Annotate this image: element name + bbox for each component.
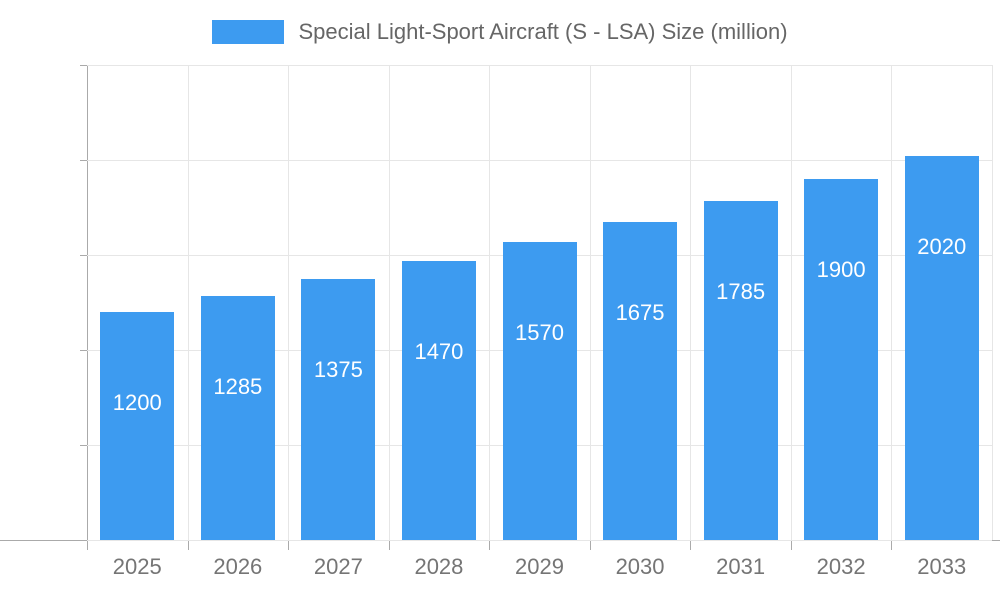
x-axis-tick-label: 2030 bbox=[615, 554, 665, 579]
gridline-vertical bbox=[690, 65, 691, 540]
x-axis-tick-label: 2025 bbox=[112, 554, 162, 579]
bar[interactable]: 1200 bbox=[100, 312, 175, 540]
x-axis-tick-label: 2027 bbox=[313, 554, 363, 579]
y-axis-tick-mark bbox=[80, 65, 87, 66]
chart-legend: Special Light-Sport Aircraft (S - LSA) S… bbox=[0, 14, 1000, 50]
gridline-vertical bbox=[590, 65, 591, 540]
x-axis-tick-label: 2033 bbox=[917, 554, 967, 579]
bar-value-label: 1375 bbox=[313, 356, 363, 382]
x-axis-tick-mark bbox=[489, 541, 490, 550]
x-axis-tick-label: 2029 bbox=[515, 554, 564, 579]
x-axis-tick-mark bbox=[590, 541, 591, 550]
bar[interactable]: 1470 bbox=[401, 260, 476, 540]
bar[interactable]: 1375 bbox=[301, 278, 376, 540]
bar-value-label: 1470 bbox=[414, 338, 464, 364]
bar[interactable]: 1675 bbox=[603, 221, 678, 540]
x-axis-tick-label: 2026 bbox=[213, 554, 263, 579]
x-axis-tick-mark bbox=[288, 541, 289, 550]
legend-entry-special-light-sport-aircraft[interactable]: Special Light-Sport Aircraft (S - LSA) S… bbox=[212, 19, 788, 44]
gridline-horizontal bbox=[87, 160, 992, 161]
bar-value-label: 1785 bbox=[716, 278, 766, 304]
x-axis-tick-mark bbox=[791, 541, 792, 550]
bar-value-label: 1675 bbox=[615, 299, 665, 325]
x-axis-tick-mark bbox=[389, 541, 390, 550]
gridline-horizontal bbox=[87, 540, 992, 541]
x-axis-tick-mark bbox=[891, 541, 892, 550]
y-axis-tick-mark bbox=[80, 540, 87, 541]
gridline-vertical bbox=[389, 65, 390, 540]
bar-value-label: 1900 bbox=[816, 257, 866, 282]
gridline-vertical bbox=[489, 65, 490, 540]
gridline-vertical bbox=[891, 65, 892, 540]
x-axis-tick-mark bbox=[188, 541, 189, 550]
gridline-horizontal bbox=[87, 65, 992, 66]
bar-value-label: 1200 bbox=[112, 390, 162, 415]
plot-area: 1200 1285 1375 1470 1570 1675 1785 1900 2020 bbox=[87, 65, 993, 541]
x-axis-tick-mark bbox=[87, 541, 88, 550]
legend-label: Special Light-Sport Aircraft (S - LSA) S… bbox=[298, 19, 788, 44]
bar-value-label: 1570 bbox=[515, 319, 564, 345]
bar[interactable]: 1900 bbox=[804, 179, 879, 540]
y-axis-tick-mark bbox=[80, 445, 87, 446]
bar-value-label: 1285 bbox=[213, 373, 263, 399]
bar[interactable]: 1285 bbox=[200, 295, 275, 540]
gridline-vertical bbox=[992, 65, 993, 540]
gridline-vertical bbox=[791, 65, 792, 540]
gridline-vertical bbox=[188, 65, 189, 540]
bar-value-label: 2020 bbox=[917, 234, 967, 260]
y-axis-tick-mark bbox=[80, 160, 87, 161]
bar[interactable]: 2020 bbox=[904, 156, 979, 540]
y-axis-line bbox=[87, 65, 88, 541]
y-axis-tick-mark bbox=[80, 350, 87, 351]
bar[interactable]: 1570 bbox=[502, 241, 577, 540]
gridline-vertical bbox=[288, 65, 289, 540]
y-axis-tick-mark bbox=[80, 255, 87, 256]
legend-color-swatch-icon bbox=[212, 20, 285, 44]
x-axis-tick-mark bbox=[690, 541, 691, 550]
x-axis-tick-label: 2028 bbox=[414, 554, 464, 579]
x-axis-tick-label: 2032 bbox=[816, 554, 866, 579]
bar[interactable]: 1785 bbox=[703, 200, 778, 540]
x-axis-tick-label: 2031 bbox=[716, 554, 766, 579]
